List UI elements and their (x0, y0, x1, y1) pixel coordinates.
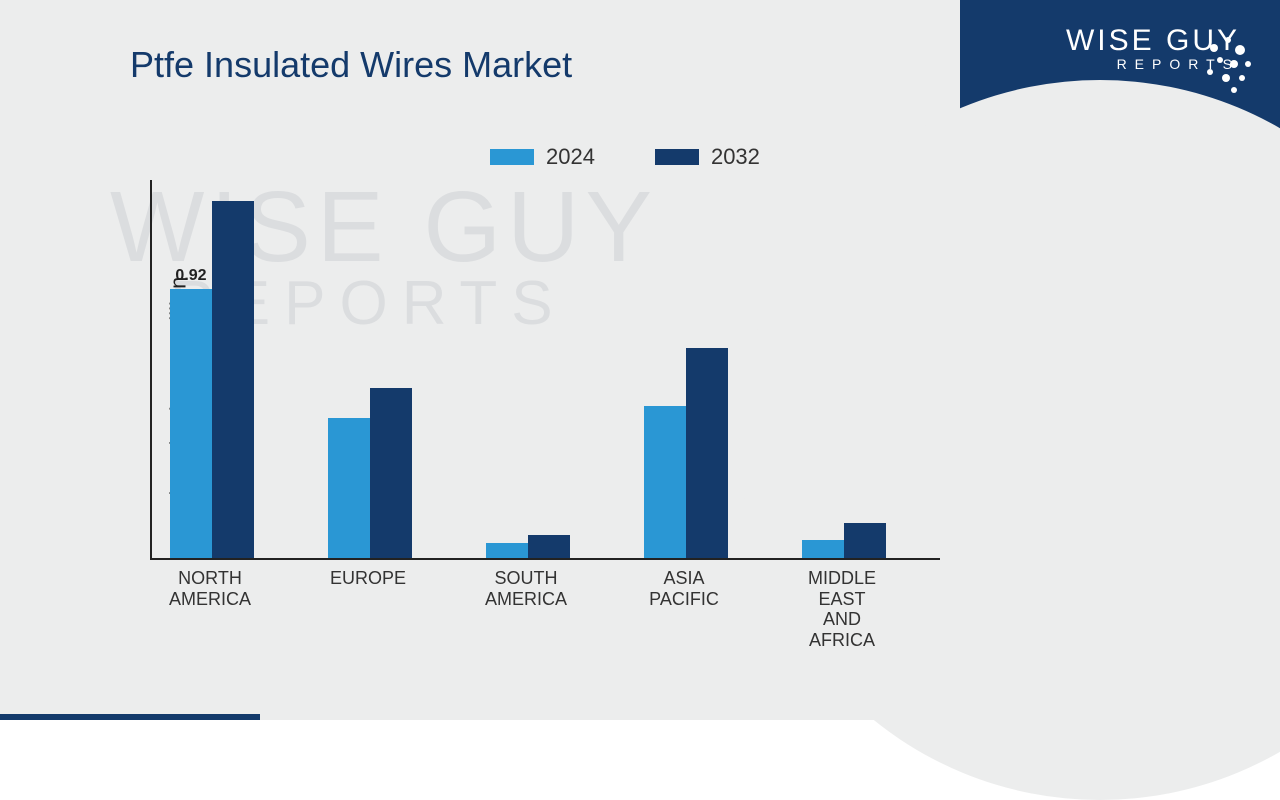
plot-area: 0.92 (150, 180, 940, 560)
legend-label-2024: 2024 (546, 144, 595, 170)
bar (844, 523, 886, 558)
bar (686, 348, 728, 558)
chart-canvas: WISE GUY REPORTS WISE GUY REPORTS Ptfe I… (0, 0, 1280, 720)
bar (170, 289, 212, 558)
bar (644, 406, 686, 558)
category-label: MIDDLEEASTANDAFRICA (782, 568, 902, 651)
bar (212, 201, 254, 558)
legend-swatch-2032 (655, 149, 699, 165)
bar (802, 540, 844, 558)
category-label: SOUTHAMERICA (466, 568, 586, 609)
category-label: NORTHAMERICA (150, 568, 270, 609)
category-label: EUROPE (308, 568, 428, 589)
legend-label-2032: 2032 (711, 144, 760, 170)
bar-group (310, 178, 430, 558)
legend-item-2024: 2024 (490, 144, 595, 170)
decorative-bottom-line (0, 714, 260, 720)
bar-chart: Market Size in USD Billion 2024 2032 0.9… (90, 150, 960, 660)
bar-group (626, 178, 746, 558)
legend-item-2032: 2032 (655, 144, 760, 170)
bar (328, 418, 370, 558)
bar-group (784, 178, 904, 558)
bar-group (468, 178, 588, 558)
page-title: Ptfe Insulated Wires Market (130, 44, 572, 86)
bar (528, 535, 570, 558)
legend-swatch-2024 (490, 149, 534, 165)
bar-group: 0.92 (152, 178, 272, 558)
category-label: ASIAPACIFIC (624, 568, 744, 609)
bar (486, 543, 528, 558)
bar (370, 388, 412, 558)
chart-legend: 2024 2032 (490, 144, 760, 170)
logo-dots-icon (1194, 30, 1264, 100)
